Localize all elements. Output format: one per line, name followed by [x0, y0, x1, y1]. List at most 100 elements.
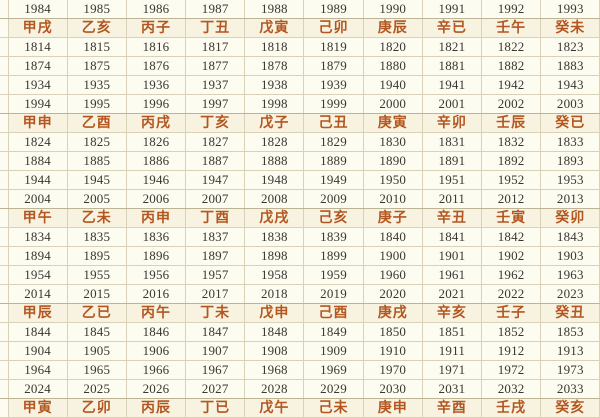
year-cell: 1968: [244, 360, 305, 380]
year-cell: 1830: [363, 132, 423, 152]
year-cell: 1959: [303, 265, 364, 285]
table-edge-cell: [0, 360, 9, 380]
year-cell: 2010: [363, 189, 423, 209]
year-cell: 1989: [303, 0, 364, 19]
table-row: 甲午 乙未 丙申 丁酉 戊戌 己亥 庚子 辛丑 壬寅 癸卯: [0, 208, 600, 228]
year-cell: 1939: [303, 75, 364, 95]
ganzhi-cell: 庚戌: [363, 303, 423, 323]
ganzhi-cell: 辛酉: [422, 398, 483, 418]
year-cell: 2024: [8, 379, 68, 399]
year-cell: 2019: [303, 284, 364, 304]
year-cell: 2021: [422, 284, 483, 304]
year-cell: 2028: [244, 379, 305, 399]
ganzhi-cell: 丙辰: [126, 398, 187, 418]
ganzhi-cell: 丙戌: [126, 113, 187, 133]
year-cell: 1849: [303, 322, 364, 342]
ganzhi-cell: 丙午: [126, 303, 187, 323]
year-cell: 1823: [540, 37, 600, 57]
year-cell: 1894: [8, 246, 68, 266]
year-cell: 1834: [8, 227, 68, 247]
year-cell: 2005: [67, 189, 127, 209]
year-cell: 1993: [540, 0, 600, 19]
year-cell: 1945: [67, 170, 127, 190]
year-cell: 2023: [540, 284, 600, 304]
table-row: 1884 1885 1886 1887 1888 1889 1890 1891 1892 1893: [0, 151, 600, 171]
ganzhi-cell: 辛丑: [422, 208, 483, 228]
year-cell: 1817: [185, 37, 246, 57]
table-edge-cell: [0, 75, 9, 95]
ganzhi-cell: 己卯: [303, 18, 364, 38]
ganzhi-cell: 辛亥: [422, 303, 483, 323]
year-cell: 1853: [540, 322, 600, 342]
ganzhi-cell: 癸丑: [540, 303, 600, 323]
year-cell: 1814: [8, 37, 68, 57]
ganzhi-cell: 己酉: [303, 303, 364, 323]
year-cell: 1882: [481, 56, 542, 76]
table-edge-cell: [0, 265, 9, 285]
year-cell: 1950: [363, 170, 423, 190]
ganzhi-cell: 癸卯: [540, 208, 600, 228]
year-cell: 1999: [303, 94, 364, 114]
year-cell: 1892: [481, 151, 542, 171]
year-cell: 1886: [126, 151, 187, 171]
year-cell: 1967: [185, 360, 246, 380]
year-cell: 1987: [185, 0, 246, 19]
table-edge-cell: [0, 208, 9, 228]
year-cell: 1903: [540, 246, 600, 266]
ganzhi-cell: 癸已: [540, 113, 600, 133]
year-cell: 1815: [67, 37, 127, 57]
year-cell: 2013: [540, 189, 600, 209]
year-cell: 2022: [481, 284, 542, 304]
year-cell: 1990: [363, 0, 423, 19]
year-cell: 1898: [244, 246, 305, 266]
year-cell: 1848: [244, 322, 305, 342]
ganzhi-cell: 戊子: [244, 113, 305, 133]
table-edge-cell: [0, 56, 9, 76]
year-cell: 2017: [185, 284, 246, 304]
year-cell: 1970: [363, 360, 423, 380]
year-cell: 1905: [67, 341, 127, 361]
table-row: 1894 1895 1896 1897 1898 1899 1900 1901 1902 1903: [0, 246, 600, 266]
year-cell: 1889: [303, 151, 364, 171]
ganzhi-cell: 乙酉: [67, 113, 127, 133]
year-cell: 1952: [481, 170, 542, 190]
year-cell: 1992: [481, 0, 542, 19]
year-cell: 1899: [303, 246, 364, 266]
year-cell: 1957: [185, 265, 246, 285]
year-cell: 1971: [422, 360, 483, 380]
year-cell: 1843: [540, 227, 600, 247]
table-edge-cell: [0, 189, 9, 209]
year-cell: 1972: [481, 360, 542, 380]
year-cell: 2018: [244, 284, 305, 304]
year-cell: 1847: [185, 322, 246, 342]
year-cell: 1941: [422, 75, 483, 95]
year-cell: 1958: [244, 265, 305, 285]
year-cell: 2032: [481, 379, 542, 399]
year-cell: 1838: [244, 227, 305, 247]
year-cell: 1944: [8, 170, 68, 190]
table-edge-cell: [0, 227, 9, 247]
year-cell: 1850: [363, 322, 423, 342]
table-edge-cell: [0, 303, 9, 323]
table-edge-cell: [0, 170, 9, 190]
year-cell: 1947: [185, 170, 246, 190]
year-cell: 2015: [67, 284, 127, 304]
table-row: 1954 1955 1956 1957 1958 1959 1960 1961 1962 1963: [0, 265, 600, 285]
ganzhi-cell: 丁亥: [185, 113, 246, 133]
ganzhi-cell: 戊戌: [244, 208, 305, 228]
year-cell: 1908: [244, 341, 305, 361]
year-cell: 1949: [303, 170, 364, 190]
table-edge-cell: [0, 322, 9, 342]
year-cell: 1824: [8, 132, 68, 152]
year-cell: 1852: [481, 322, 542, 342]
ganzhi-cell: 丁已: [185, 398, 246, 418]
year-cell: 1960: [363, 265, 423, 285]
year-cell: 1912: [481, 341, 542, 361]
year-cell: 2001: [422, 94, 483, 114]
year-cell: 1877: [185, 56, 246, 76]
year-cell: 2014: [8, 284, 68, 304]
year-cell: 1845: [67, 322, 127, 342]
ganzhi-cell: 乙已: [67, 303, 127, 323]
ganzhi-cell: 庚辰: [363, 18, 423, 38]
year-cell: 1900: [363, 246, 423, 266]
